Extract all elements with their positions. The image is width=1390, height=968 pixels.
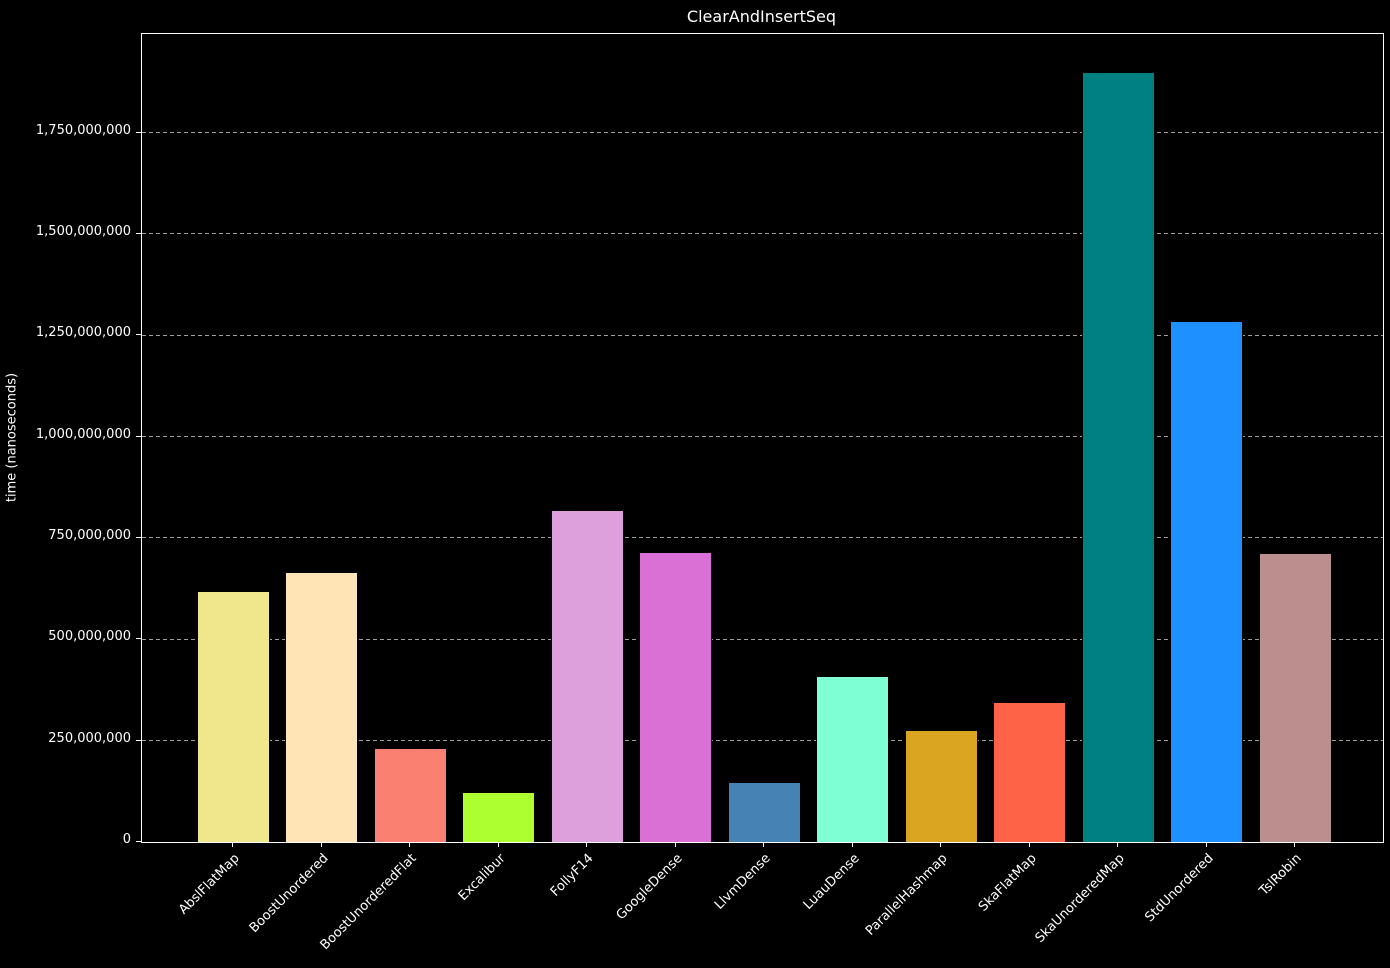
y-tick-mark [136, 841, 141, 842]
bar-ParallelHashmap [904, 730, 978, 842]
gridline [142, 233, 1383, 235]
x-tick-mark [851, 842, 853, 847]
x-tick-mark [586, 842, 587, 847]
x-tick-mark [1294, 842, 1295, 847]
y-tick-mark [136, 232, 141, 234]
gridline [142, 740, 1383, 742]
bar-AbslFlatMap [196, 591, 270, 842]
x-tick-mark [1205, 842, 1207, 847]
x-tick-mark [674, 842, 676, 847]
y-tick-label: 1,500,000,000 [35, 223, 131, 239]
bars-layer [142, 34, 1383, 842]
bar-SkaFlatMap [993, 702, 1066, 842]
y-tick-label: 750,000,000 [48, 527, 131, 543]
x-tick-mark [232, 842, 233, 847]
plot-area [141, 33, 1384, 843]
y-tick-label: 1,250,000,000 [35, 325, 131, 341]
y-tick-mark [136, 739, 141, 741]
x-tick-mark [940, 842, 941, 847]
x-tick-mark [320, 842, 322, 847]
bar-GoogleDense [639, 552, 712, 842]
bar-BoostUnorderedFlat [373, 748, 447, 842]
x-tick-mark [763, 842, 764, 847]
bar-LuauDense [816, 676, 889, 842]
bar-Excalibur [462, 792, 535, 842]
x-tick-mark [1028, 842, 1030, 847]
x-tick-mark [409, 842, 410, 847]
y-tick-label: 1,000,000,000 [35, 426, 131, 442]
gridline [142, 436, 1383, 438]
y-tick-mark [136, 435, 141, 437]
gridline [142, 132, 1383, 134]
x-tick-mark [1117, 842, 1118, 847]
gridlines-layer [142, 34, 1383, 842]
y-tick-label: 0 [122, 832, 131, 847]
bar-FollyF14 [550, 510, 624, 842]
y-tick-mark [136, 334, 141, 336]
bar-TslRobin [1258, 553, 1332, 842]
bar-LlvmDense [727, 782, 801, 842]
gridline [142, 638, 1383, 640]
y-tick-label: 500,000,000 [48, 629, 131, 645]
y-tick-mark [136, 638, 141, 640]
y-tick-mark [136, 536, 141, 538]
bar-StdUnordered [1170, 321, 1243, 842]
y-tick-label: 1,750,000,000 [35, 122, 131, 138]
x-tick-mark [497, 842, 499, 847]
bar-SkaUnorderedMap [1081, 72, 1155, 842]
gridline [142, 537, 1383, 539]
bar-BoostUnordered [285, 572, 358, 842]
x-tick-label: TslRobin [1256, 851, 1305, 899]
y-tick-mark [136, 131, 141, 133]
gridline [142, 334, 1383, 336]
y-tick-label: 250,000,000 [48, 730, 131, 746]
chart-title: ClearAndInsertSeq [686, 7, 837, 26]
